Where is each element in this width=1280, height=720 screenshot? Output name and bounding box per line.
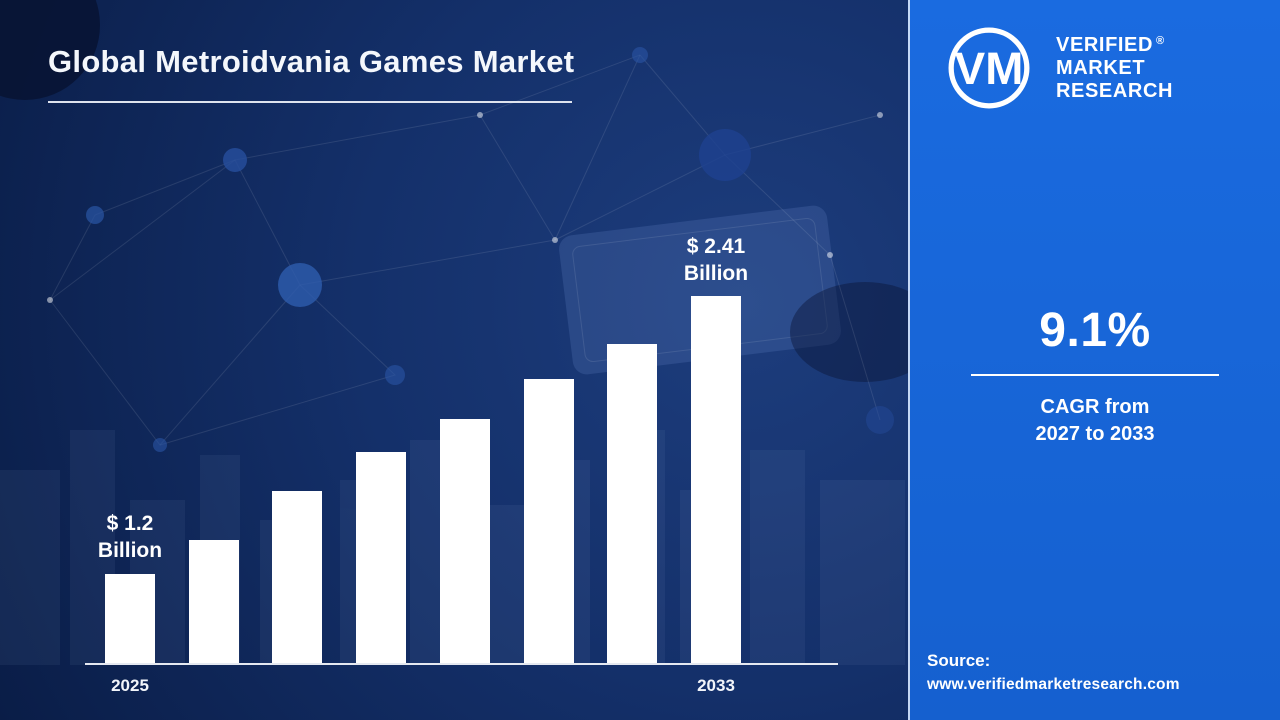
cagr-value: 9.1% [1039, 304, 1151, 357]
source-url: www.verifiedmarketresearch.com [927, 676, 1180, 693]
vmr-logo: VM VERIFIED ® MARKET RESEARCH [936, 24, 1173, 112]
info-panel: VM VERIFIED ® MARKET RESEARCH 9.1% CAGR f… [908, 0, 1280, 720]
bar-chart [105, 284, 741, 664]
bar-2028 [356, 452, 407, 664]
last-bar-value-label: $ 2.41 Billion [651, 233, 781, 287]
first-bar-value-label: $ 1.2 Billion [65, 510, 195, 564]
cagr-divider [971, 374, 1219, 376]
network-nodes [0, 0, 894, 452]
logo-line-verified: VERIFIED ® [1056, 33, 1165, 56]
bar-2031 [607, 344, 658, 664]
last-bar-unit: Billion [683, 262, 749, 285]
bar-2033 [690, 296, 741, 664]
bar-2026 [188, 540, 239, 664]
logo-line-market: MARKET [1056, 56, 1146, 79]
registered-mark: ® [1156, 34, 1165, 47]
page-title: Global Metroidvania Games Market [48, 44, 575, 79]
title-underline [48, 101, 572, 103]
vmr-monogram: VM [955, 43, 1024, 94]
source-block: Source: www.verifiedmarketresearch.com [927, 651, 1180, 694]
vmr-logo-icon: VM [948, 27, 1030, 109]
logo-line-research: RESEARCH [1056, 79, 1174, 102]
cagr-block: 9.1% CAGR from 2027 to 2033 [910, 303, 1280, 448]
vmr-logo-text: VERIFIED ® MARKET RESEARCH [1056, 34, 1173, 103]
x-tick-2025: 2025 [111, 676, 149, 695]
hand-silhouette [790, 282, 940, 382]
bar-2030 [523, 379, 574, 664]
source-label: Source: [927, 651, 991, 670]
last-bar-value: $ 2.41 [686, 235, 746, 258]
bar-2025 [105, 574, 155, 664]
chart-baseline [85, 663, 838, 665]
x-tick-2033: 2033 [697, 676, 735, 695]
first-bar-unit: Billion [97, 539, 163, 562]
cagr-label-line2: 2027 to 2033 [1035, 423, 1155, 445]
bar-2029 [439, 419, 490, 664]
bar-2027 [272, 491, 323, 664]
first-bar-value: $ 1.2 [106, 512, 154, 535]
cagr-label-line1: CAGR from [1040, 396, 1150, 418]
